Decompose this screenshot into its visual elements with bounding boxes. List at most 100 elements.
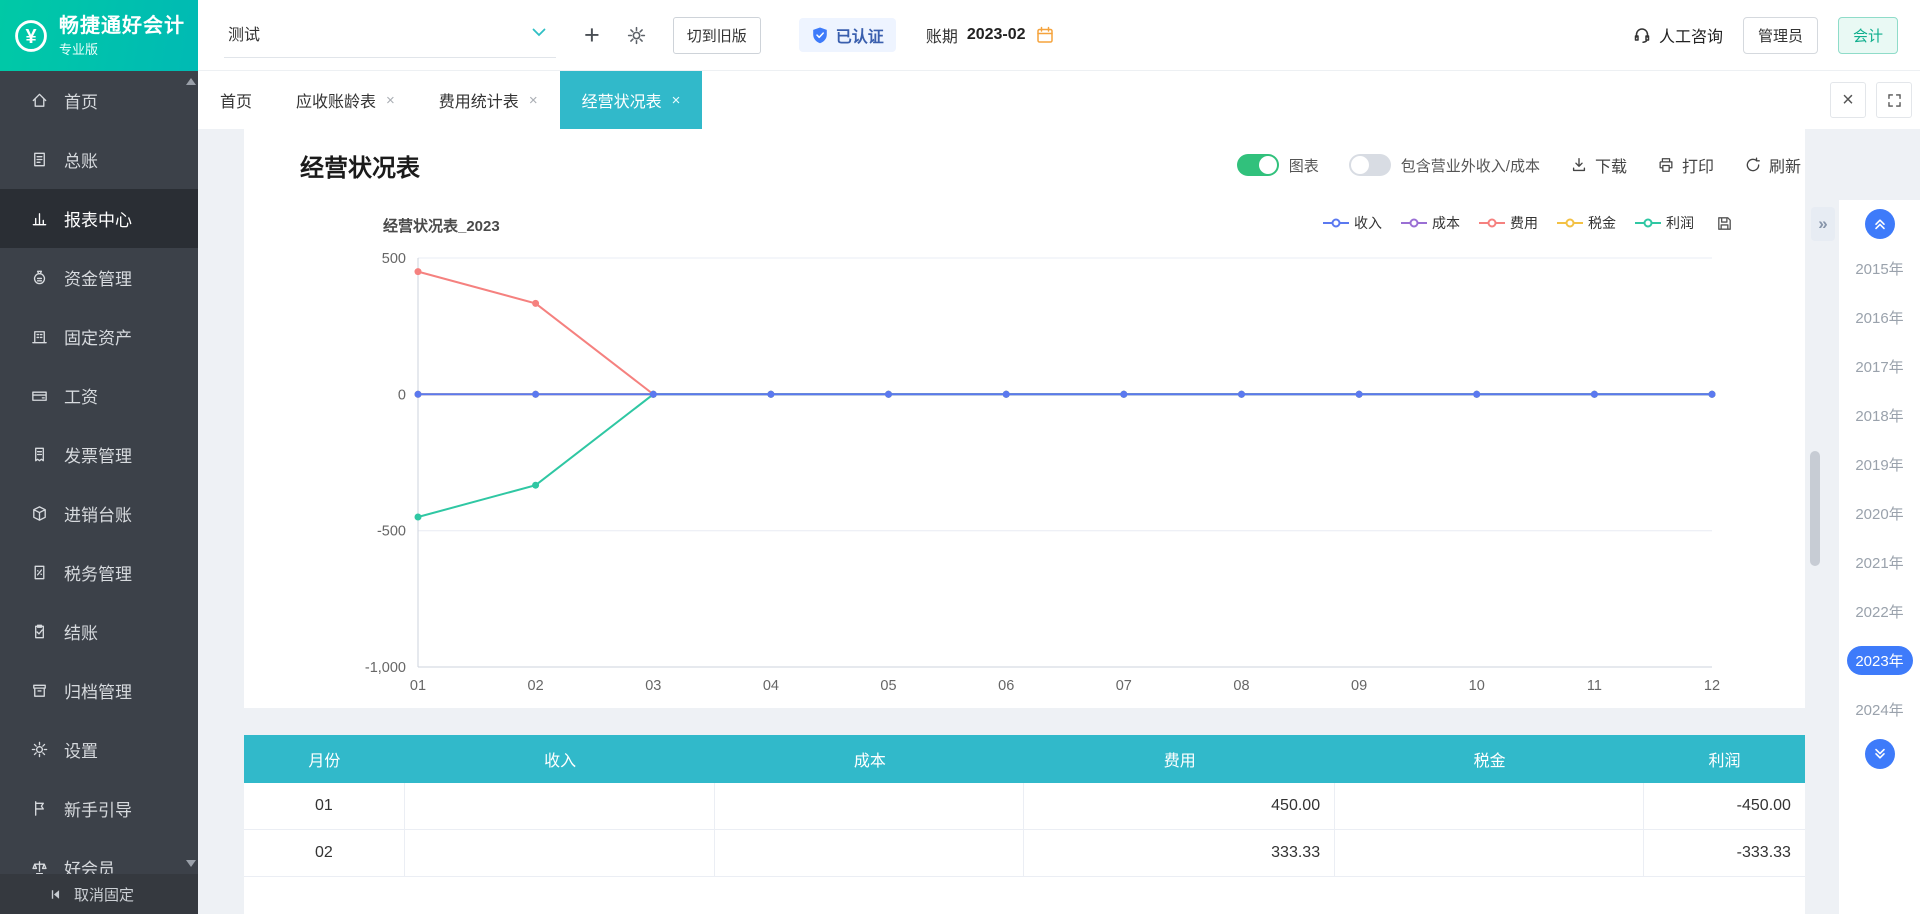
home-icon [32,93,47,107]
svg-text:-1,000: -1,000 [365,660,406,676]
save-image-icon [1718,216,1731,230]
header-settings-button[interactable] [626,25,647,46]
sidebar: 首页 总账 报表中心 资金管理 固定资产 工资发票管理进销台账 税务管理 结账 归档管理 设置 新手… [0,71,198,914]
table-header-cell: 税金 [1473,753,1506,770]
legend-item[interactable]: 利润 [1635,213,1694,233]
calendar-icon[interactable] [1035,25,1055,45]
sidebar-item[interactable]: 首页 [0,71,198,130]
sidebar-item[interactable]: 固定资产 [0,307,198,366]
closing-icon [35,624,44,639]
table-row: 01 450.00 -450.00 [244,783,1805,830]
sidebar-scroll-up-icon[interactable] [186,78,196,85]
switch-old-version-button[interactable]: 切到旧版 [672,16,761,54]
inventory-icon [33,506,46,521]
tab-item[interactable]: 费用统计表 × [417,71,560,129]
table-header-cell: 利润 [1708,753,1741,770]
chart-toggle-label: 图表 [1288,157,1319,175]
table-row: 02 333.33 -333.33 [244,830,1805,877]
period-value[interactable]: 2023-02 [966,26,1026,43]
guide-icon [35,801,44,816]
double-chevron-down-icon [1874,748,1885,759]
sidebar-item[interactable]: 税务管理 [0,543,198,602]
certified-badge[interactable]: 已认证 [798,18,896,52]
support-button[interactable]: 人工咨询 [1632,23,1723,47]
double-chevron-up-icon [1874,219,1885,230]
include-nonoperating-toggle-group: 包含营业外收入/成本 [1348,154,1540,176]
tab-label: 首页 [220,94,253,111]
year-scroll-down-button[interactable] [1864,739,1895,769]
legend-item[interactable]: 成本 [1401,213,1460,233]
tab-label: 经营状况表 [581,94,662,111]
tab-close-icon[interactable]: × [528,91,538,109]
chevron-down-icon [532,28,546,37]
svg-text:-500: -500 [377,524,406,540]
add-company-button[interactable]: + [584,20,600,50]
accountant-role-button[interactable]: 会计 [1837,16,1898,54]
refresh-button[interactable]: 刷新 [1744,153,1801,177]
download-button[interactable]: 下载 [1570,153,1627,177]
fullscreen-button[interactable] [1876,82,1912,118]
sidebar-item[interactable]: 归档管理 [0,661,198,720]
year-item[interactable]: 2018年 [1855,408,1904,425]
report-icon [32,213,47,226]
year-item[interactable]: 2024年 [1855,702,1904,719]
sidebar-item[interactable]: 结账 [0,602,198,661]
svg-text:12: 12 [1704,678,1720,694]
main-scrollbar-thumb[interactable] [1810,451,1820,566]
app-title: 畅捷通好会计 [59,14,185,37]
sidebar-scroll-down-icon[interactable] [186,860,196,867]
include-nonoperating-toggle[interactable] [1348,154,1391,176]
sidebar-item[interactable]: 发票管理 [0,425,198,484]
year-item[interactable]: 2017年 [1855,359,1904,376]
close-tab-button[interactable]: × [1830,82,1866,118]
tab-item[interactable]: 首页 [198,71,274,129]
sidebar-item[interactable]: 新手引导 [0,779,198,838]
tab-close-icon[interactable]: × [386,91,395,109]
legend-item[interactable]: 税金 [1557,213,1616,233]
tab-item[interactable]: 经营状况表 × [559,71,703,129]
save-image-button[interactable] [1715,214,1734,233]
sidebar-item[interactable]: 总账 [0,130,198,189]
table-header-cell: 成本 [853,753,886,770]
year-scroll-up-button[interactable] [1864,209,1895,239]
year-item[interactable]: 2016年 [1855,310,1904,327]
svg-text:02: 02 [528,678,544,694]
tab-close-icon[interactable]: × [671,91,681,109]
sidebar-item[interactable]: 工资 [0,366,198,425]
period-label: 账期 [925,29,958,46]
print-button[interactable]: 打印 [1657,153,1714,177]
legend-item[interactable]: 费用 [1479,213,1538,233]
salary-icon [32,391,47,401]
sidebar-item[interactable]: 报表中心 [0,189,198,248]
table-cell: -450.00 [1736,797,1791,814]
top-header: ¥ 畅捷通好会计 专业版 测试 + 切到旧版 已认证 账 [0,0,1920,71]
chevron-right-double-icon: » [1818,214,1828,233]
year-item[interactable]: 2023年 [1846,646,1913,675]
year-item[interactable]: 2020年 [1855,506,1904,523]
year-panel-expander[interactable]: » [1811,207,1835,241]
company-selector[interactable]: 测试 [224,13,556,58]
sidebar-item-label: 发票管理 [64,447,132,466]
chart-title: 经营状况表_2023 [383,218,500,235]
tab-item[interactable]: 应收账龄表 × [274,71,417,129]
admin-button[interactable]: 管理员 [1742,16,1818,54]
svg-text:05: 05 [880,678,896,694]
chart-toggle[interactable] [1236,154,1279,176]
chart-legend: 收入 成本 费用 税金 利润 [1323,213,1734,233]
year-item[interactable]: 2019年 [1855,457,1904,474]
table-cell [715,783,1025,829]
sidebar-item[interactable]: 设置 [0,720,198,779]
sidebar-item[interactable]: 进销台账 [0,484,198,543]
table-cell [405,783,716,829]
year-item[interactable]: 2021年 [1855,555,1904,572]
year-item[interactable]: 2022年 [1855,604,1904,621]
sidebar-item[interactable]: 资金管理 [0,248,198,307]
unpin-sidebar-button[interactable]: 取消固定 [0,874,198,914]
asset-icon [32,331,47,344]
year-item[interactable]: 2015年 [1855,261,1904,278]
legend-item[interactable]: 收入 [1323,213,1382,233]
sidebar-item[interactable]: 好会员 [0,838,198,874]
page-title: 经营状况表 [300,154,420,182]
legend-label: 税金 [1588,215,1616,231]
svg-text:09: 09 [1351,678,1367,694]
